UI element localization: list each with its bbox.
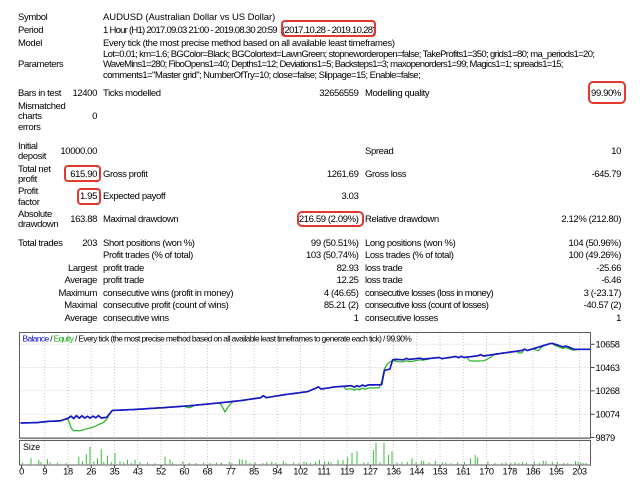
svg-text:10463: 10463 xyxy=(596,363,620,373)
svg-text:52: 52 xyxy=(156,467,166,477)
svg-text:195: 195 xyxy=(549,467,564,477)
svg-text:127: 127 xyxy=(363,467,378,477)
svg-text:136: 136 xyxy=(386,467,401,477)
svg-text:111: 111 xyxy=(317,467,330,477)
svg-text:26: 26 xyxy=(86,467,96,477)
svg-text:186: 186 xyxy=(526,467,541,477)
svg-text:161: 161 xyxy=(456,467,471,477)
svg-text:35: 35 xyxy=(110,467,120,477)
svg-text:178: 178 xyxy=(503,467,518,477)
svg-text:170: 170 xyxy=(479,467,494,477)
svg-text:9: 9 xyxy=(42,467,47,477)
svg-text:144: 144 xyxy=(410,467,425,477)
svg-text:119: 119 xyxy=(340,467,354,477)
svg-text:43: 43 xyxy=(133,467,143,477)
svg-text:10268: 10268 xyxy=(596,386,620,396)
svg-text:9879: 9879 xyxy=(596,433,615,443)
svg-text:85: 85 xyxy=(249,467,259,477)
svg-text:94: 94 xyxy=(272,467,282,477)
svg-text:203: 203 xyxy=(572,467,587,477)
svg-text:60: 60 xyxy=(179,467,189,477)
svg-text:10074: 10074 xyxy=(596,410,620,420)
svg-text:77: 77 xyxy=(226,467,236,477)
svg-text:0: 0 xyxy=(19,467,24,477)
svg-text:102: 102 xyxy=(293,467,308,477)
svg-text:10658: 10658 xyxy=(596,340,620,350)
svg-text:Balance / Equity / Every tick: Balance / Equity / Every tick (the most … xyxy=(23,334,413,344)
svg-text:Size: Size xyxy=(23,442,40,452)
svg-text:68: 68 xyxy=(203,467,213,477)
svg-text:153: 153 xyxy=(433,467,448,477)
svg-text:18: 18 xyxy=(63,467,73,477)
